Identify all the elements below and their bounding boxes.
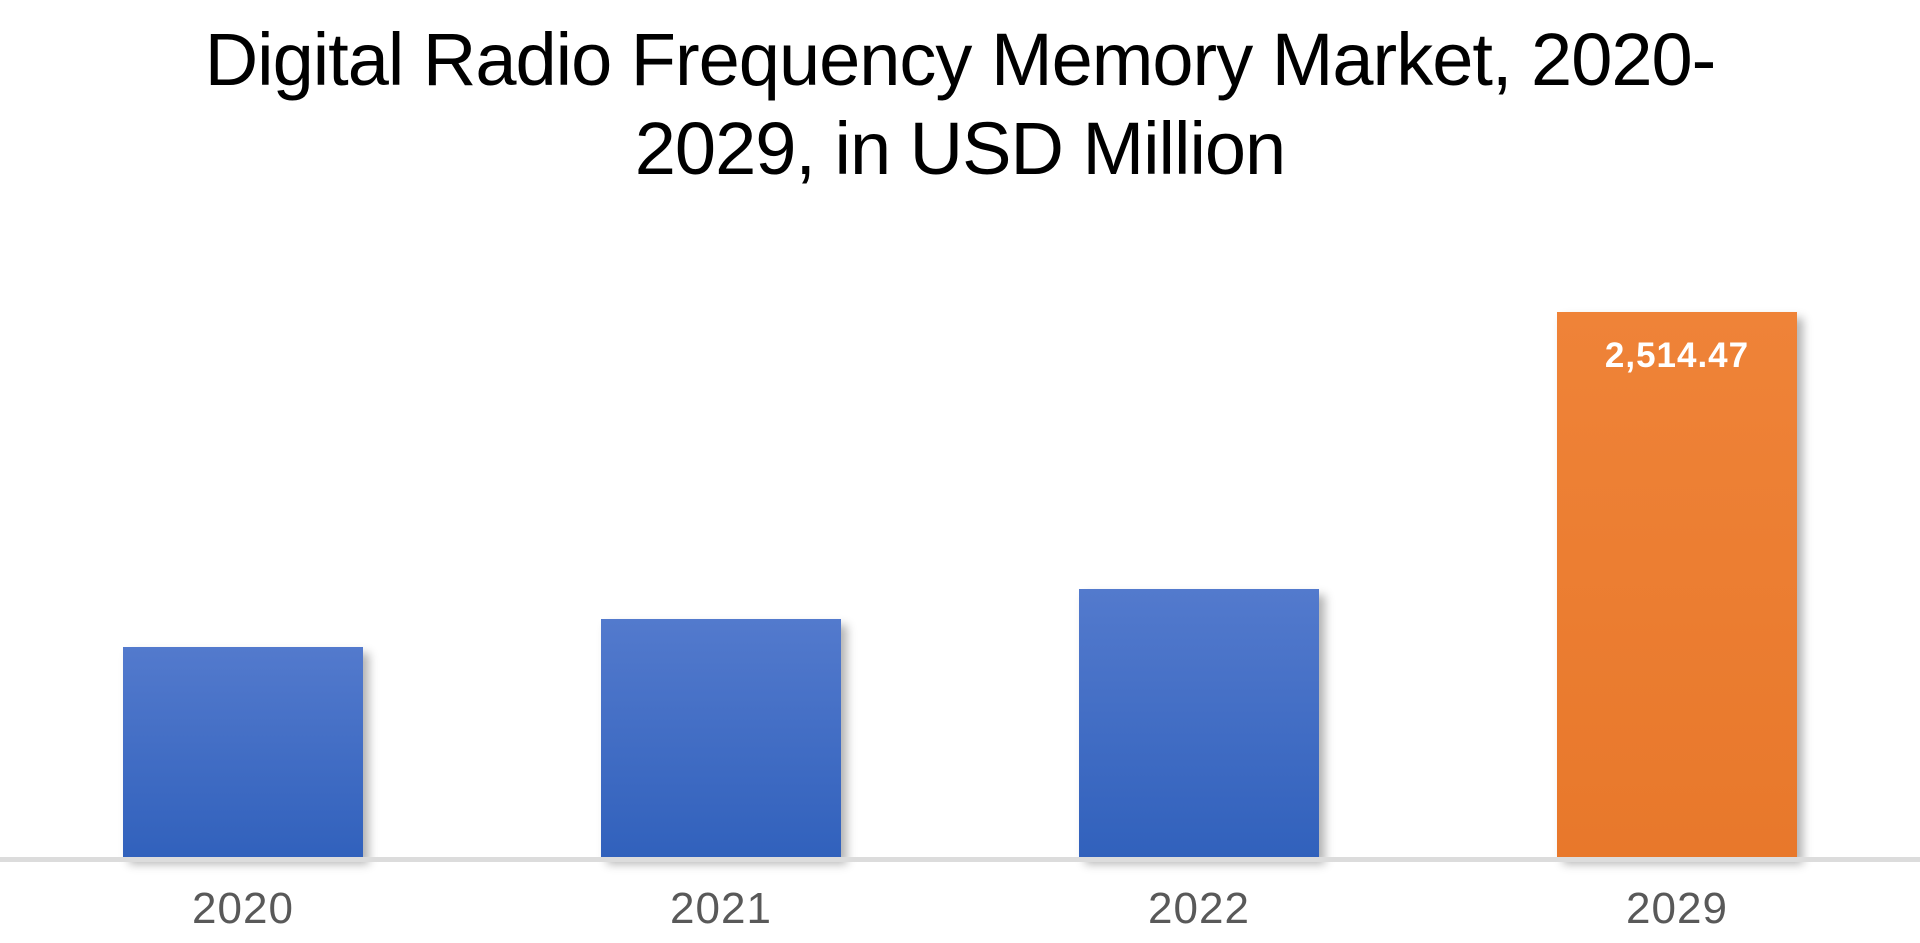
x-tick-label-2022: 2022 [1148, 884, 1250, 933]
bar-2021 [601, 619, 841, 858]
chart-title-line1: Digital Radio Frequency Memory Market, 2… [204, 18, 1717, 101]
chart-title: Digital Radio Frequency Memory Market, 2… [0, 16, 1920, 194]
bar-2022 [1079, 589, 1319, 858]
bar-2020 [123, 647, 363, 858]
x-tick-label-2029: 2029 [1626, 884, 1728, 933]
x-axis-labels: 2020 2021 2022 2029 [4, 884, 1916, 934]
x-tick-label-2021: 2021 [670, 884, 772, 933]
bar-column-2022 [960, 168, 1438, 858]
bar-2029: 2,514.47 [1557, 312, 1797, 858]
bar-column-2029: 2,514.47 [1438, 168, 1916, 858]
bars-row: 2,514.47 [4, 168, 1916, 858]
chart-title-line2: 2029, in USD Million [634, 106, 1286, 190]
bar-column-2021 [482, 168, 960, 858]
x-axis-line [0, 857, 1920, 862]
plot-area: 2,514.47 2020 2021 2022 2029 [0, 168, 1920, 933]
x-tick-label-2020: 2020 [192, 884, 294, 933]
bar-column-2020 [4, 168, 482, 858]
bar-value-label-2029: 2,514.47 [1604, 336, 1750, 375]
